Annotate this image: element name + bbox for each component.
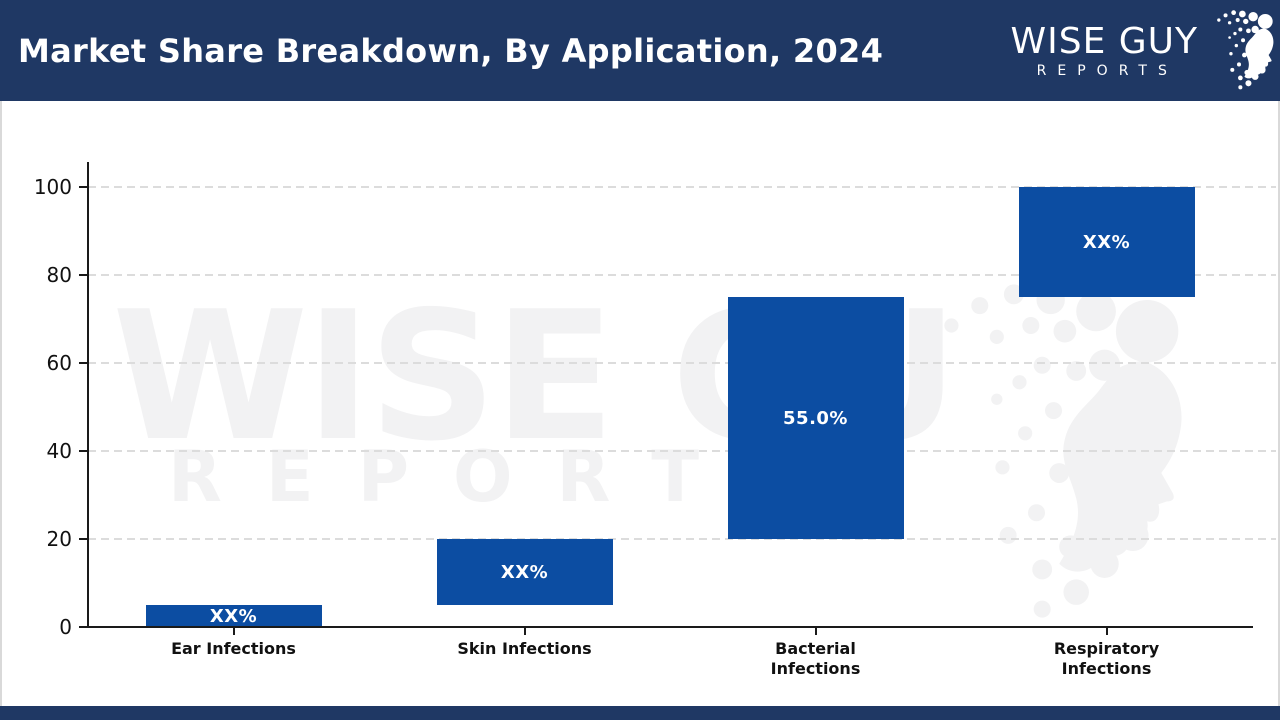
y-tick-label: 100 — [33, 175, 72, 199]
brand-subname: REPORTS — [1036, 62, 1178, 79]
y-axis-line — [87, 162, 89, 628]
y-tick-label: 60 — [46, 351, 72, 375]
y-tick-mark — [79, 274, 87, 276]
page-border-left — [0, 101, 2, 720]
bar-ear-infections: XX% — [145, 605, 322, 627]
bar-value-label: XX% — [1082, 231, 1131, 253]
gridline — [88, 450, 1276, 452]
gridline — [88, 538, 1276, 540]
y-tick-mark — [79, 538, 87, 540]
brand-dotted-head-icon — [1217, 10, 1274, 90]
header-bar: Market Share Breakdown, By Application, … — [0, 0, 1280, 101]
x-category-label: Respiratory Infections — [1053, 639, 1160, 678]
gridline — [88, 274, 1276, 276]
gridline — [88, 186, 1276, 188]
bar-respiratory-infections: XX% — [1018, 187, 1195, 297]
y-tick-mark — [79, 450, 87, 452]
x-category-label: Bacterial Infections — [770, 639, 861, 678]
gridline — [88, 362, 1276, 364]
x-category-label: Ear Infections — [171, 639, 296, 658]
y-tick-label: 20 — [46, 527, 72, 551]
y-tick-mark — [79, 186, 87, 188]
footer-bar — [0, 706, 1280, 720]
x-tick-mark — [1105, 628, 1108, 635]
brand-name: WISE GUY — [1010, 21, 1198, 63]
bar-value-label: XX% — [209, 605, 258, 627]
watermark-reports-text: REPORTS — [168, 436, 838, 518]
chart-plot-area: XX% XX% 55.0% XX% 0 20 40 60 80 100 Ear Infection… — [0, 101, 1280, 706]
bar-bacterial-infections: 55.0% — [727, 297, 904, 539]
x-tick-mark — [232, 628, 235, 635]
bar-value-label: 55.0% — [783, 407, 848, 429]
y-tick-label: 40 — [46, 439, 72, 463]
x-axis-line — [87, 626, 1253, 628]
x-tick-mark — [523, 628, 526, 635]
page-title: Market Share Breakdown, By Application, … — [18, 31, 884, 70]
y-tick-label: 0 — [59, 615, 72, 639]
y-tick-label: 80 — [46, 263, 72, 287]
y-tick-mark — [79, 626, 87, 628]
page-border-right — [1278, 101, 1280, 720]
brand-logo: WISE GUY REPORTS — [1011, 4, 1275, 98]
x-tick-mark — [814, 628, 817, 635]
brand-logo-text: WISE GUY REPORTS — [1011, 23, 1199, 79]
bar-value-label: XX% — [500, 561, 549, 583]
y-tick-mark — [79, 362, 87, 364]
x-category-label: Skin Infections — [457, 639, 592, 658]
bar-skin-infections: XX% — [436, 539, 613, 605]
